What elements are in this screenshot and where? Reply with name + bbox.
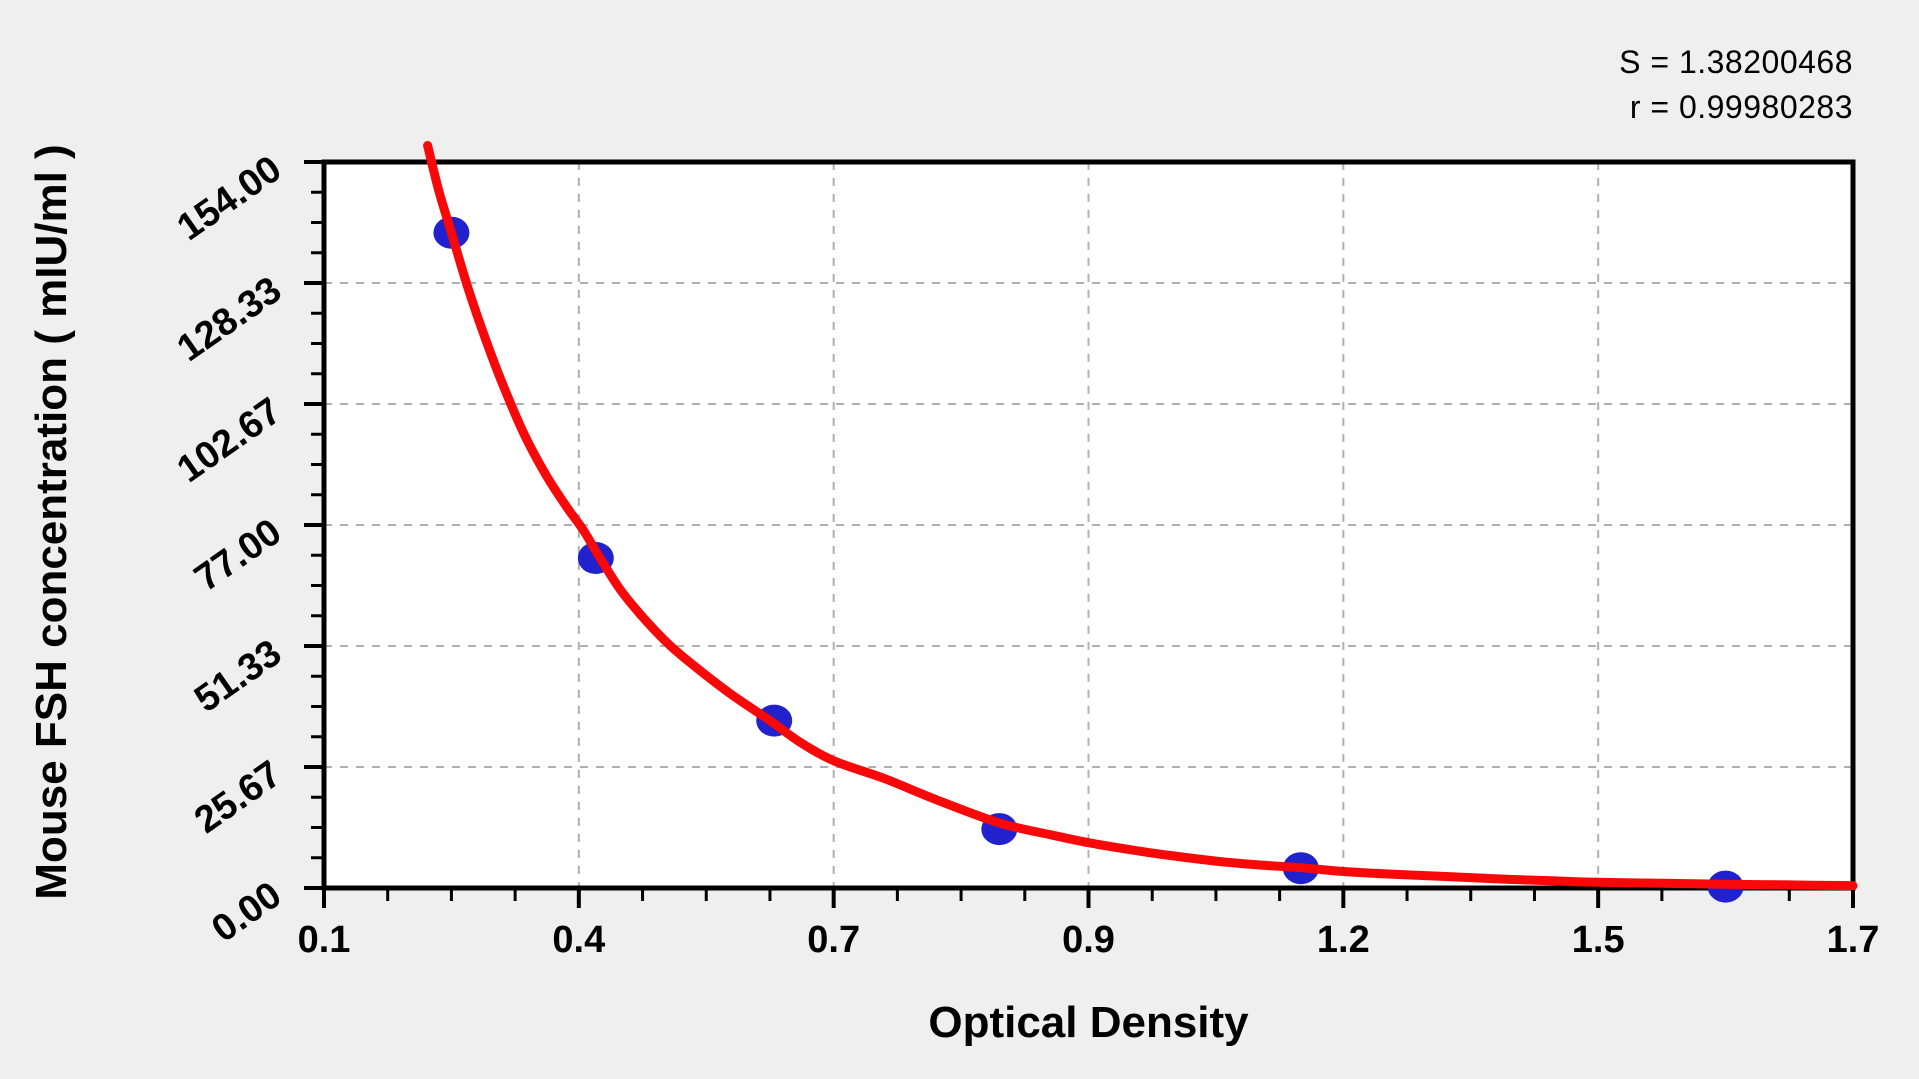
stat-s-value: S = 1.38200468 (1619, 44, 1853, 80)
y-tick-label: 51.33 (187, 632, 289, 721)
y-tick-label: 102.67 (170, 390, 289, 491)
x-tick-label: 0.1 (298, 919, 351, 961)
x-tick-label: 0.7 (807, 919, 860, 961)
plot-frame (321, 159, 1856, 891)
y-tick-label: 154.00 (170, 148, 289, 249)
x-tick-label: 1.2 (1317, 919, 1370, 961)
x-tick-label: 0.4 (552, 919, 605, 961)
y-tick-label: 77.00 (187, 511, 289, 600)
x-axis-title: Optical Density (928, 998, 1249, 1047)
stat-r-value: r = 0.99980283 (1629, 89, 1853, 125)
axis-ticks (304, 160, 1855, 908)
y-tick-label: 0.00 (204, 874, 289, 951)
y-tick-label: 25.67 (187, 753, 289, 842)
fit-curve-line (423, 141, 1858, 891)
x-tick-label: 1.7 (1827, 919, 1880, 961)
x-tick-label: 1.5 (1572, 919, 1625, 961)
y-tick-label: 128.33 (170, 269, 289, 370)
x-tick-label: 0.9 (1062, 919, 1115, 961)
fit-statistics: S = 1.38200468 r = 0.99980283 (1619, 40, 1853, 130)
